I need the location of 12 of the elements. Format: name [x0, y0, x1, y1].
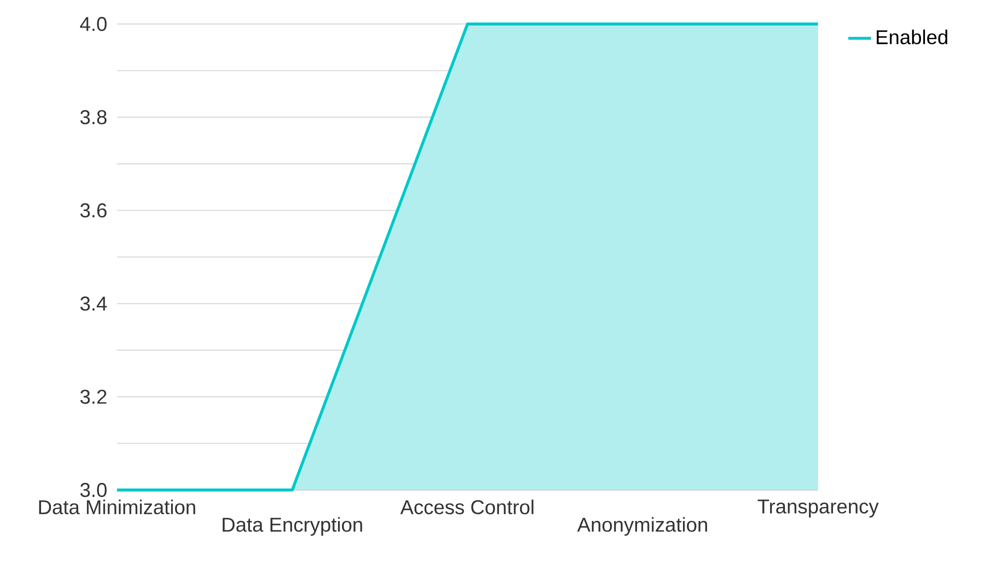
x-tick-label: Anonymization: [577, 517, 708, 536]
x-tick-label: Transparency: [758, 500, 879, 518]
legend-label: Enabled: [876, 30, 948, 44]
y-tick-label: 3.0: [80, 482, 107, 498]
y-tick-label: 3.6: [80, 203, 107, 218]
x-tick-label: Data Encryption: [222, 517, 362, 536]
y-tick-label: 4.0: [80, 16, 107, 32]
y-tick-label: 3.4: [80, 296, 107, 311]
x-tick-label: Data Minimization: [39, 500, 196, 514]
y-tick-label: 3.2: [80, 390, 106, 404]
x-tick-label: Access Control: [400, 500, 534, 514]
y-tick-label: 3.8: [80, 110, 107, 124]
